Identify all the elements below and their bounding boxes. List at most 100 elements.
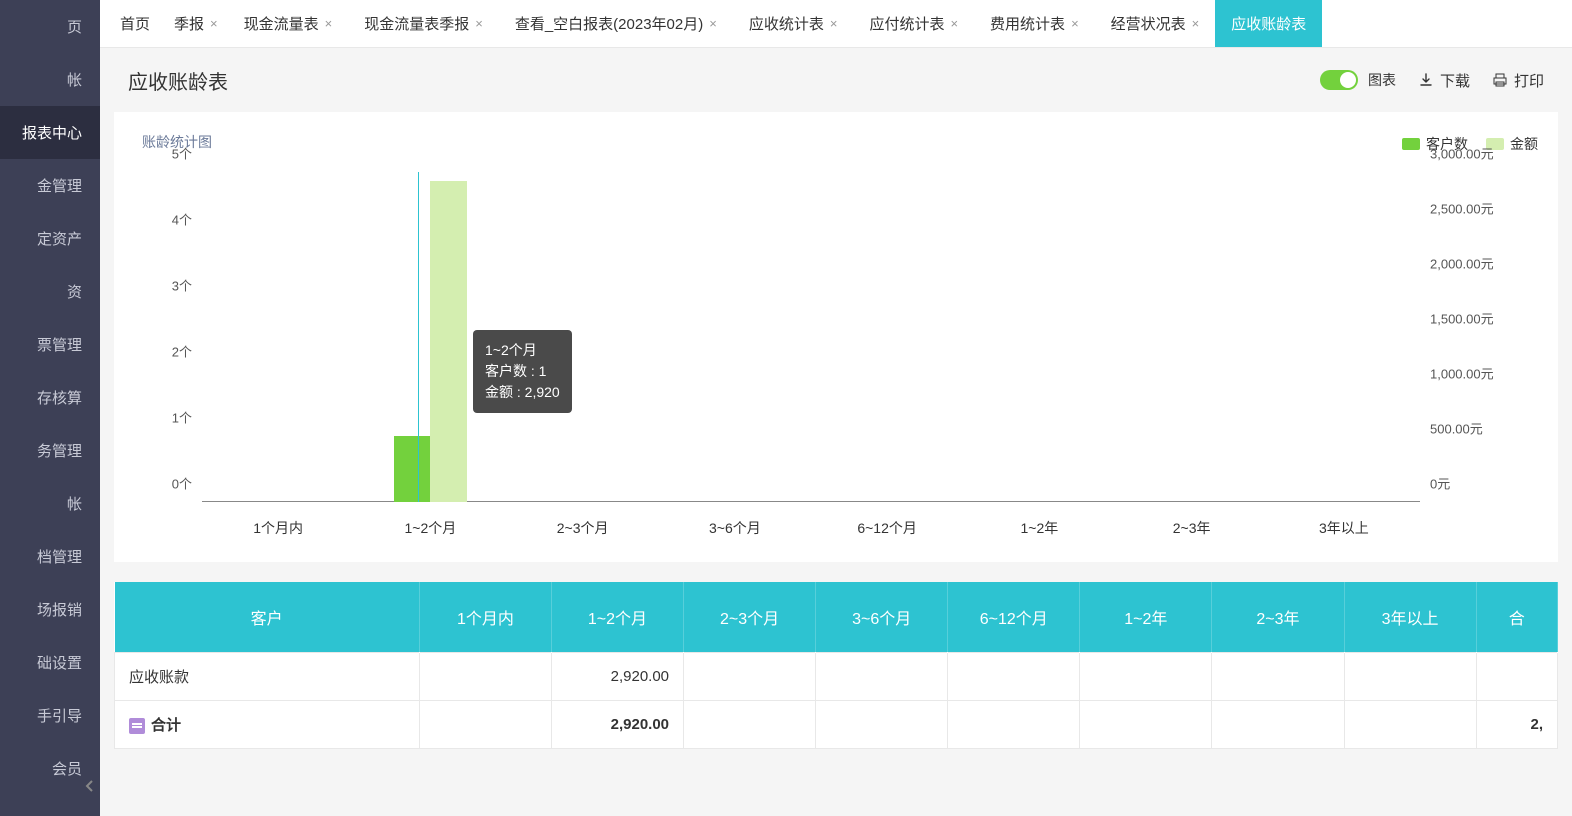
y-right-tick: 2,500.00元 (1430, 199, 1494, 218)
legend-swatch (1402, 138, 1420, 150)
close-icon[interactable]: × (325, 16, 333, 31)
close-icon[interactable]: × (830, 16, 838, 31)
chart-tooltip: 1~2个月客户数 : 1金额 : 2,920 (473, 330, 572, 413)
bar-customers[interactable] (394, 436, 431, 502)
table-header[interactable]: 1~2年 (1080, 582, 1212, 652)
sidebar-item-3[interactable]: 金管理 (0, 159, 100, 212)
tab-8[interactable]: 经营状况表 × (1095, 0, 1216, 47)
tab-label: 应收账龄表 (1231, 13, 1306, 34)
bar-amount[interactable] (430, 181, 467, 502)
table-row[interactable]: 合计 2,920.00 2, (115, 700, 1558, 748)
y-right-tick: 1,500.00元 (1430, 309, 1494, 328)
chart-indicator-line (418, 172, 419, 502)
table-cell (419, 700, 551, 748)
table-cell (1080, 700, 1212, 748)
row-icon (129, 718, 145, 734)
chart-area: 0个1个2个3个4个5个 0元500.00元1,000.00元1,500.00元… (142, 172, 1530, 552)
table-cell (816, 700, 948, 748)
tab-label: 现金流量表 (244, 13, 319, 34)
table-cell: 2, (1476, 700, 1557, 748)
chart-panel: 账龄统计图 客户数金额 0个1个2个3个4个5个 0元500.00元1,000.… (114, 112, 1558, 562)
table-header[interactable]: 6~12个月 (948, 582, 1080, 652)
sidebar-item-13[interactable]: 手引导 (0, 689, 100, 742)
x-tick: 2~3年 (1116, 506, 1268, 552)
table-header[interactable]: 合 (1476, 582, 1557, 652)
tab-label: 应收统计表 (749, 13, 824, 34)
table-header[interactable]: 3年以上 (1344, 582, 1476, 652)
tab-4[interactable]: 查看_空白报表(2023年02月) × (499, 0, 733, 47)
y-left-tick: 4个 (172, 210, 192, 229)
print-button[interactable]: 打印 (1492, 70, 1544, 91)
close-icon[interactable]: × (709, 16, 717, 31)
chart-title: 账龄统计图 (142, 132, 1530, 152)
sidebar-item-10[interactable]: 档管理 (0, 530, 100, 583)
close-icon[interactable]: × (210, 16, 218, 31)
x-tick: 1~2年 (963, 506, 1115, 552)
row-label: 合计 (115, 700, 420, 748)
table-cell: 2,920.00 (551, 700, 683, 748)
tab-bar: 首页季报×现金流量表×现金流量表季报×查看_空白报表(2023年02月)×应收统… (100, 0, 1572, 48)
y-left-tick: 5个 (172, 144, 192, 163)
table-cell: 2,920.00 (551, 652, 683, 700)
close-icon[interactable]: × (1071, 16, 1079, 31)
table-cell (1212, 652, 1344, 700)
table-cell (948, 700, 1080, 748)
tab-9[interactable]: 应收账龄表 (1215, 0, 1322, 47)
table-cell (948, 652, 1080, 700)
table-cell (1080, 652, 1212, 700)
tab-label: 查看_空白报表(2023年02月) (515, 13, 703, 34)
sidebar-item-1[interactable]: 帐 (0, 53, 100, 106)
y-axis-left: 0个1个2个3个4个5个 (142, 172, 198, 502)
sidebar-item-11[interactable]: 场报销 (0, 583, 100, 636)
tab-6[interactable]: 应付统计表× (853, 0, 974, 47)
tab-1[interactable]: 季报× (170, 0, 228, 47)
tab-label: 费用统计表 (990, 13, 1065, 34)
table-header[interactable]: 1个月内 (419, 582, 551, 652)
table-header[interactable]: 3~6个月 (816, 582, 948, 652)
sidebar-item-2[interactable]: 报表中心 (0, 106, 100, 159)
sidebar-collapse-arrow[interactable] (85, 779, 95, 796)
y-left-tick: 0个 (172, 474, 192, 493)
tab-0[interactable]: 首页 (100, 0, 170, 47)
tab-label: 经营状况表 (1111, 13, 1186, 34)
x-tick: 3~6个月 (659, 506, 811, 552)
table-header[interactable]: 2~3个月 (684, 582, 816, 652)
table-header[interactable]: 1~2个月 (551, 582, 683, 652)
sidebar-item-0[interactable]: 页 (0, 0, 100, 53)
table-row[interactable]: 应收账款2,920.00 (115, 652, 1558, 700)
tab-5[interactable]: 应收统计表 × (733, 0, 854, 47)
legend-item[interactable]: 金额 (1486, 134, 1538, 154)
chart-plot[interactable]: 1~2个月客户数 : 1金额 : 2,920 (202, 172, 1420, 502)
chart-toggle[interactable] (1320, 70, 1358, 90)
chart-toggle-label: 图表 (1368, 70, 1396, 90)
table-cell (1344, 700, 1476, 748)
sidebar-item-4[interactable]: 定资产 (0, 212, 100, 265)
close-icon[interactable]: × (475, 16, 483, 31)
y-right-tick: 1,000.00元 (1430, 364, 1494, 383)
chart-baseline (202, 501, 1420, 502)
table-cell (684, 700, 816, 748)
tab-7[interactable]: 费用统计表 × (974, 0, 1095, 47)
table-cell (419, 652, 551, 700)
tab-label: 现金流量表季报 (364, 13, 469, 34)
close-icon[interactable]: × (1192, 16, 1200, 31)
sidebar-item-6[interactable]: 票管理 (0, 318, 100, 371)
table-cell (1212, 700, 1344, 748)
tab-3[interactable]: 现金流量表季报 × (348, 0, 499, 47)
y-left-tick: 1个 (172, 408, 192, 427)
download-button[interactable]: 下载 (1418, 70, 1470, 91)
sidebar-item-8[interactable]: 务管理 (0, 424, 100, 477)
close-icon[interactable]: × (950, 16, 958, 31)
tab-2[interactable]: 现金流量表 × (228, 0, 349, 47)
x-axis: 1个月内1~2个月2~3个月3~6个月6~12个月1~2年2~3年3年以上 (202, 506, 1420, 552)
table-cell (1476, 652, 1557, 700)
sidebar-item-7[interactable]: 存核算 (0, 371, 100, 424)
sidebar-item-12[interactable]: 础设置 (0, 636, 100, 689)
x-tick: 2~3个月 (507, 506, 659, 552)
y-right-tick: 0元 (1430, 474, 1450, 493)
y-right-tick: 500.00元 (1430, 419, 1483, 438)
sidebar-item-5[interactable]: 资 (0, 265, 100, 318)
table-header[interactable]: 客户 (115, 582, 420, 652)
table-header[interactable]: 2~3年 (1212, 582, 1344, 652)
sidebar-item-9[interactable]: 帐 (0, 477, 100, 530)
